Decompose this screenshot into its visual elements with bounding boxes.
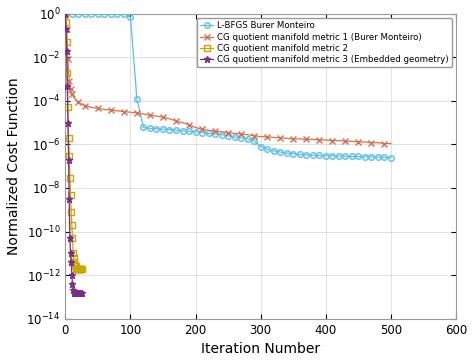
CG quotient manifold metric 3 (Embedded geometry) (69, 273, 75, 277)
CG quotient manifold metric 3 (Embedded geometry) (66, 197, 72, 201)
L-BFGS Burer Monteiro (63, 12, 68, 16)
CG quotient manifold metric 3 (Embedded geometry) (74, 291, 80, 295)
Line: CG quotient manifold metric 1 (Burer Monteiro): CG quotient manifold metric 1 (Burer Mon… (63, 11, 393, 146)
CG quotient manifold metric 3 (Embedded geometry) (77, 291, 83, 295)
CG quotient manifold metric 3 (Embedded geometry) (68, 260, 74, 264)
CG quotient manifold metric 2 (76, 266, 82, 271)
CG quotient manifold metric 2 (63, 20, 69, 25)
CG quotient manifold metric 3 (Embedded geometry) (73, 291, 79, 295)
L-BFGS Burer Monteiro (382, 155, 387, 159)
CG quotient manifold metric 2 (65, 105, 71, 110)
CG quotient manifold metric 3 (Embedded geometry) (70, 288, 76, 293)
CG quotient manifold metric 1 (Burer Monteiro) (63, 12, 68, 16)
CG quotient manifold metric 2 (66, 154, 72, 158)
CG quotient manifold metric 2 (73, 266, 79, 271)
CG quotient manifold metric 2 (68, 210, 74, 214)
CG quotient manifold metric 1 (Burer Monteiro) (95, 106, 100, 111)
CG quotient manifold metric 3 (Embedded geometry) (78, 291, 84, 295)
CG quotient manifold metric 2 (78, 266, 84, 271)
CG quotient manifold metric 3 (Embedded geometry) (71, 291, 77, 295)
Line: L-BFGS Burer Monteiro: L-BFGS Burer Monteiro (63, 11, 393, 160)
CG quotient manifold metric 2 (75, 266, 81, 271)
CG quotient manifold metric 1 (Burer Monteiro) (186, 123, 192, 127)
CG quotient manifold metric 2 (70, 251, 76, 256)
CG quotient manifold metric 1 (Burer Monteiro) (66, 70, 72, 75)
CG quotient manifold metric 2 (79, 266, 84, 271)
CG quotient manifold metric 2 (70, 236, 75, 240)
CG quotient manifold metric 2 (68, 192, 73, 197)
CG quotient manifold metric 2 (72, 260, 77, 264)
CG quotient manifold metric 2 (77, 266, 83, 271)
L-BFGS Burer Monteiro (277, 150, 283, 154)
CG quotient manifold metric 3 (Embedded geometry) (68, 251, 73, 256)
CG quotient manifold metric 2 (72, 262, 78, 267)
CG quotient manifold metric 3 (Embedded geometry) (79, 291, 84, 295)
CG quotient manifold metric 2 (64, 70, 70, 75)
L-BFGS Burer Monteiro (167, 127, 173, 132)
CG quotient manifold metric 1 (Burer Monteiro) (336, 138, 342, 143)
CG quotient manifold metric 3 (Embedded geometry) (72, 291, 77, 295)
CG quotient manifold metric 3 (Embedded geometry) (73, 291, 79, 295)
Y-axis label: Normalized Cost Function: Normalized Cost Function (7, 77, 21, 255)
Line: CG quotient manifold metric 2: CG quotient manifold metric 2 (63, 11, 84, 271)
Legend: L-BFGS Burer Monteiro, CG quotient manifold metric 1 (Burer Monteiro), CG quotie: L-BFGS Burer Monteiro, CG quotient manif… (197, 18, 452, 68)
CG quotient manifold metric 3 (Embedded geometry) (65, 121, 71, 125)
CG quotient manifold metric 2 (71, 256, 77, 260)
X-axis label: Iteration Number: Iteration Number (201, 342, 320, 356)
CG quotient manifold metric 2 (73, 264, 79, 269)
CG quotient manifold metric 2 (63, 12, 68, 16)
CG quotient manifold metric 3 (Embedded geometry) (70, 282, 75, 286)
L-BFGS Burer Monteiro (160, 127, 166, 131)
CG quotient manifold metric 3 (Embedded geometry) (72, 291, 78, 295)
CG quotient manifold metric 3 (Embedded geometry) (76, 291, 82, 295)
CG quotient manifold metric 1 (Burer Monteiro) (75, 100, 81, 104)
Line: CG quotient manifold metric 3 (Embedded geometry): CG quotient manifold metric 3 (Embedded … (62, 10, 85, 297)
CG quotient manifold metric 1 (Burer Monteiro) (382, 141, 387, 146)
CG quotient manifold metric 2 (77, 266, 82, 271)
CG quotient manifold metric 3 (Embedded geometry) (64, 83, 70, 88)
CG quotient manifold metric 2 (74, 266, 80, 271)
CG quotient manifold metric 2 (69, 223, 75, 227)
CG quotient manifold metric 3 (Embedded geometry) (75, 291, 81, 295)
CG quotient manifold metric 3 (Embedded geometry) (77, 291, 82, 295)
CG quotient manifold metric 1 (Burer Monteiro) (388, 141, 394, 146)
CG quotient manifold metric 2 (66, 136, 72, 140)
CG quotient manifold metric 3 (Embedded geometry) (66, 158, 72, 162)
CG quotient manifold metric 3 (Embedded geometry) (64, 49, 70, 53)
L-BFGS Burer Monteiro (134, 97, 140, 101)
CG quotient manifold metric 2 (75, 266, 81, 271)
CG quotient manifold metric 3 (Embedded geometry) (63, 12, 68, 16)
CG quotient manifold metric 2 (67, 175, 73, 180)
CG quotient manifold metric 3 (Embedded geometry) (67, 236, 73, 240)
CG quotient manifold metric 3 (Embedded geometry) (63, 27, 69, 31)
CG quotient manifold metric 2 (64, 40, 70, 44)
L-BFGS Burer Monteiro (388, 155, 394, 160)
CG quotient manifold metric 3 (Embedded geometry) (75, 291, 81, 295)
CG quotient manifold metric 1 (Burer Monteiro) (232, 131, 237, 136)
L-BFGS Burer Monteiro (297, 152, 302, 156)
